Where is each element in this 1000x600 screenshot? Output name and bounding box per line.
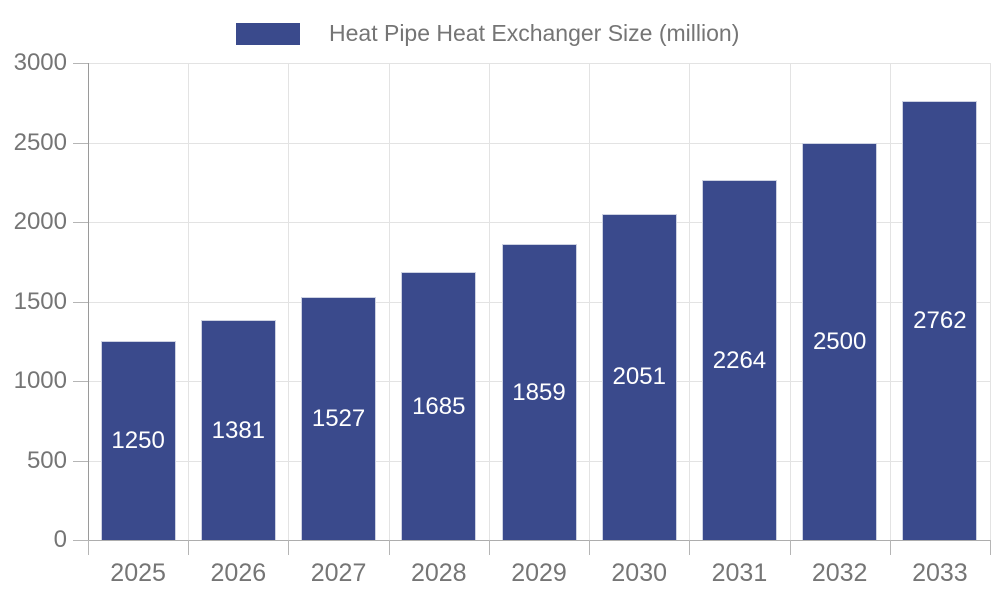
x-tick-label: 2026 bbox=[210, 559, 267, 587]
bar[interactable]: 1250 bbox=[100, 341, 176, 540]
bar[interactable]: 1527 bbox=[301, 297, 377, 540]
x-tick-label: 2028 bbox=[410, 559, 467, 587]
v-gridline bbox=[990, 63, 991, 540]
x-tick bbox=[388, 540, 390, 555]
bar[interactable]: 2051 bbox=[601, 213, 677, 540]
x-tick bbox=[288, 540, 290, 555]
v-gridline bbox=[288, 63, 290, 540]
y-tick-label: 2500 bbox=[13, 128, 67, 156]
v-gridline bbox=[188, 63, 190, 540]
y-tick bbox=[73, 142, 88, 144]
x-tick-label: 2027 bbox=[310, 559, 367, 587]
y-tick-label: 0 bbox=[53, 526, 67, 553]
x-tick-label: 2030 bbox=[611, 559, 668, 587]
x-tick bbox=[990, 540, 991, 555]
y-tick bbox=[73, 540, 88, 541]
v-gridline bbox=[488, 63, 490, 540]
y-tick bbox=[73, 63, 88, 64]
x-axis-line bbox=[73, 540, 990, 541]
x-tick-label: 2032 bbox=[811, 559, 868, 587]
bar-value-label: 1859 bbox=[512, 378, 566, 406]
x-tick bbox=[789, 540, 791, 555]
v-gridline bbox=[789, 63, 791, 540]
y-tick-label: 1000 bbox=[13, 367, 67, 394]
x-tick bbox=[188, 540, 190, 555]
x-tick-label: 2029 bbox=[511, 559, 567, 587]
x-tick-label: 2031 bbox=[711, 559, 768, 587]
x-tick-label: 2033 bbox=[912, 559, 968, 587]
bar-value-label: 2500 bbox=[812, 327, 867, 355]
h-gridline bbox=[88, 142, 990, 144]
v-gridline bbox=[889, 63, 891, 540]
x-tick bbox=[88, 540, 89, 555]
x-tick bbox=[889, 540, 891, 555]
y-tick bbox=[73, 460, 88, 462]
bar[interactable]: 2264 bbox=[701, 180, 777, 540]
y-tick-label: 500 bbox=[26, 446, 67, 474]
legend-swatch bbox=[236, 22, 300, 45]
y-tick-label: 2000 bbox=[13, 208, 67, 235]
bar-value-label: 1527 bbox=[311, 405, 366, 433]
y-tick bbox=[73, 381, 88, 382]
x-tick-label: 2025 bbox=[110, 559, 166, 587]
y-tick-label: 3000 bbox=[13, 49, 67, 76]
bar[interactable]: 2500 bbox=[802, 142, 878, 540]
bar-value-label: 1381 bbox=[211, 416, 266, 444]
legend-label: Heat Pipe Heat Exchanger Size (million) bbox=[329, 20, 740, 46]
legend-item[interactable]: Heat Pipe Heat Exchanger Size (million) bbox=[236, 20, 739, 47]
h-gridline bbox=[88, 63, 990, 64]
bar-value-label: 2051 bbox=[612, 363, 666, 391]
bar-value-label: 1250 bbox=[111, 427, 165, 455]
bar[interactable]: 1381 bbox=[200, 320, 276, 540]
h-gridline bbox=[88, 222, 990, 223]
v-gridline bbox=[689, 63, 691, 540]
y-tick-label: 1500 bbox=[13, 287, 67, 315]
bar-value-label: 1685 bbox=[412, 392, 466, 420]
bar[interactable]: 1685 bbox=[401, 272, 477, 540]
bar-value-label: 2264 bbox=[712, 346, 767, 374]
bar[interactable]: 1859 bbox=[501, 244, 577, 540]
y-axis-line bbox=[88, 63, 89, 555]
bar[interactable]: 2762 bbox=[902, 100, 978, 540]
x-tick bbox=[689, 540, 691, 555]
x-tick bbox=[589, 540, 591, 555]
v-gridline bbox=[589, 63, 591, 540]
v-gridline bbox=[388, 63, 390, 540]
bar-value-label: 2762 bbox=[913, 306, 967, 334]
y-tick bbox=[73, 222, 88, 223]
y-tick bbox=[73, 301, 88, 303]
x-tick bbox=[488, 540, 490, 555]
